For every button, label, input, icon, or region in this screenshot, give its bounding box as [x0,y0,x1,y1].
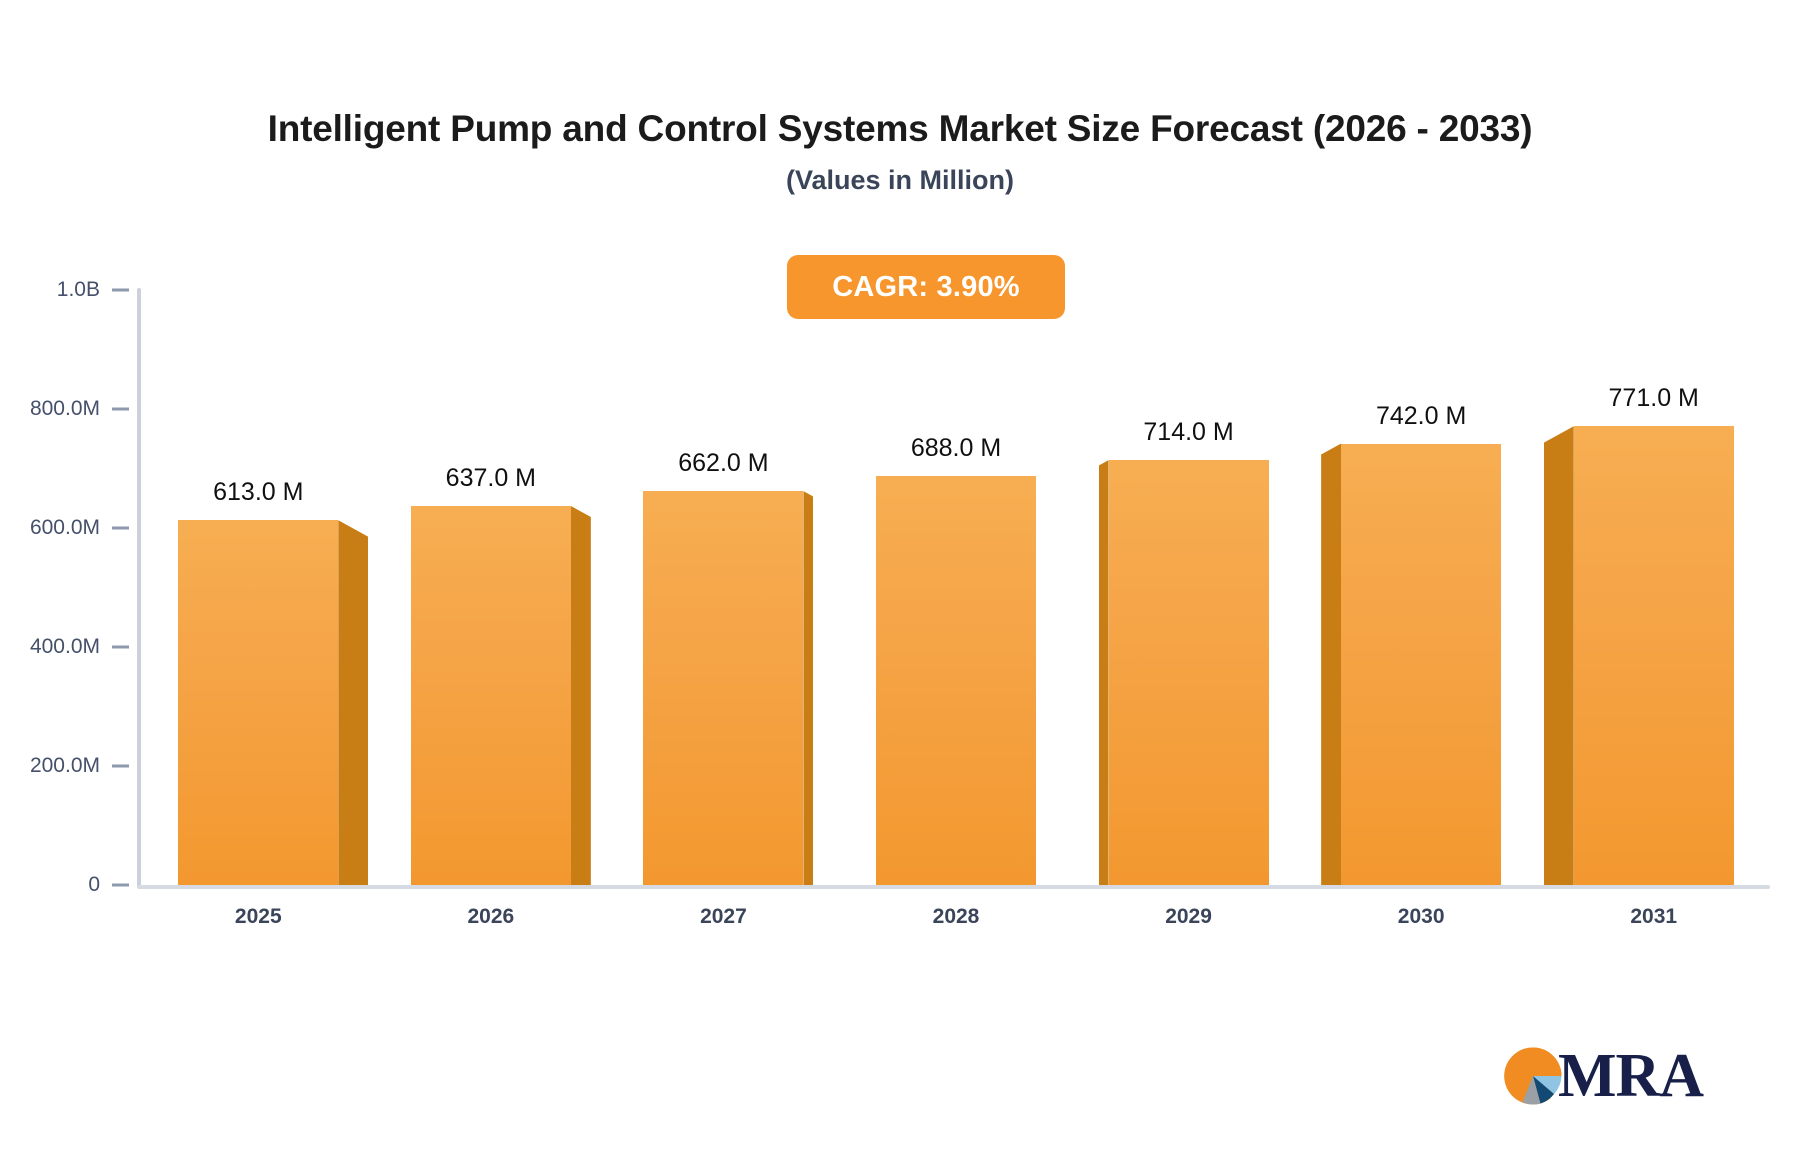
y-axis-tick-label: 400.0M [29,635,100,658]
y-axis-tick-label: 800.0M [29,397,100,420]
y-axis-tick-mark [112,288,129,292]
cagr-badge: CAGR: 3.90% [787,255,1065,319]
bar-side-face [803,491,814,885]
x-axis-tick-label-2025: 2025 [234,905,282,928]
cagr-badge-label: CAGR: 3.90% [832,270,1020,303]
mra-logo: MRA [1502,1033,1722,1119]
bar-value-label: 771.0 M [1608,384,1699,413]
bar-value-label: 637.0 M [445,463,537,492]
bar-front-face [1573,426,1734,885]
bar-value-label: 662.0 M [678,449,769,478]
y-axis-line [137,288,141,888]
logo-wordmark: MRA [1558,1042,1704,1110]
x-axis-tick-label-2030: 2030 [1397,905,1445,928]
x-axis-tick-label-2027: 2027 [700,905,747,928]
x-axis-tick-label-2028: 2028 [932,905,980,928]
bar-value-label: 714.0 M [1143,418,1234,447]
bar-side-face [1321,443,1342,885]
page-title: Intelligent Pump and Control Systems Mar… [267,108,1533,149]
bar-2027[interactable] [643,491,814,885]
bar-side-face [1098,460,1109,885]
bar-front-face [1108,460,1269,885]
bar-2028[interactable] [876,475,1036,885]
bar-side-face [570,505,591,885]
bar-front-face [1341,443,1502,885]
y-axis-tick-mark [112,526,129,530]
y-axis-tick-label: 600.0M [29,516,100,539]
x-axis-tick-label-2029: 2029 [1165,905,1212,928]
y-axis-tick-mark [112,645,129,649]
bar-front-face [643,491,804,885]
bar-value-label: 688.0 M [910,433,1002,462]
bar-front-face [876,475,1036,885]
y-axis-tick-label: 200.0M [29,754,100,777]
y-axis-tick-mark [112,764,129,768]
bar-front-face [178,520,339,885]
bar-value-label: 742.0 M [1375,401,1467,430]
y-axis-tick-label: 0 [88,873,100,896]
bar-value-label: 613.0 M [213,478,304,507]
x-axis-tick-label-2026: 2026 [467,905,515,928]
bar-2030[interactable] [1321,443,1502,885]
pie-chart-icon [1504,1047,1562,1105]
bar-2029[interactable] [1098,460,1269,885]
bar-2025[interactable] [178,520,369,885]
y-axis-tick-mark [112,883,129,887]
bar-side-face [338,520,369,885]
x-axis-tick-label-2031: 2031 [1630,905,1678,928]
bar-side-face [1543,426,1574,885]
x-axis-line [137,885,1770,889]
bar-2031[interactable] [1543,426,1734,885]
y-axis-tick-label: 1.0B [56,278,100,301]
bar-2026[interactable] [410,505,591,885]
y-axis-tick-mark [112,407,129,411]
bar-front-face [410,505,571,885]
page-subtitle: (Values in Million) [785,165,1015,195]
